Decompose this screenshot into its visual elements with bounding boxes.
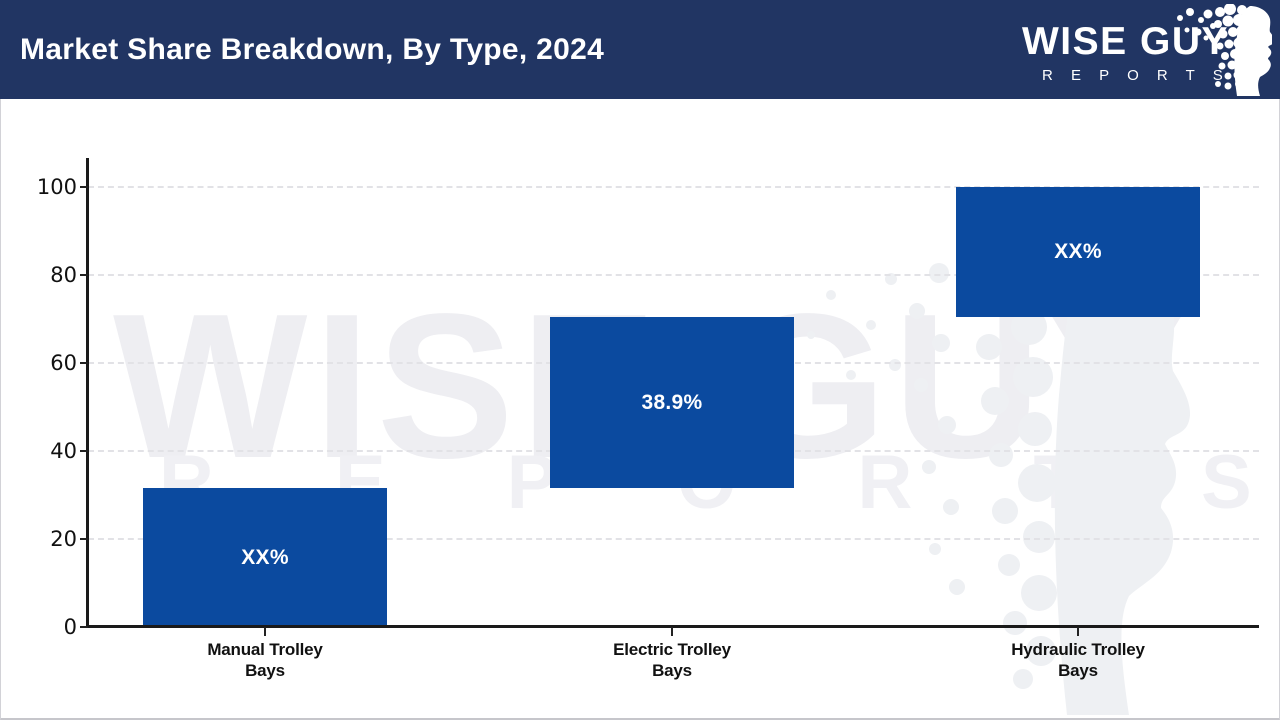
y-tick-mark (80, 186, 88, 188)
x-tick-mark (1077, 627, 1079, 636)
wise-guy-reports-logo: WISE GUY R E P O R T S (1022, 4, 1272, 96)
x-category-label: Electric Trolley Bays (613, 640, 731, 680)
y-tick-label: 40 (50, 439, 77, 463)
logo-subtext: R E P O R T S (1042, 67, 1230, 84)
face-profile-shape (1234, 6, 1272, 96)
chart-canvas: WISE GUY R E P O R T S (0, 99, 1280, 720)
x-category-label: Hydraulic Trolley Bays (1011, 640, 1145, 680)
x-tick-mark (264, 627, 266, 636)
bar-value-label: 38.9% (641, 390, 703, 414)
gridline-y-20 (88, 538, 1259, 540)
y-tick-label: 80 (50, 263, 77, 287)
bar-value-label: XX% (241, 545, 289, 569)
x-category-label: Manual Trolley Bays (207, 640, 323, 680)
bar-3: XX% (956, 187, 1200, 318)
header-bar: Market Share Breakdown, By Type, 2024 WI… (0, 0, 1280, 99)
y-tick-mark (80, 274, 88, 276)
y-tick-label: 20 (50, 527, 77, 551)
y-tick-mark (80, 626, 88, 628)
x-axis-line (86, 625, 1259, 628)
gridline-y-100 (88, 186, 1259, 188)
y-tick-mark (80, 538, 88, 540)
y-tick-label: 0 (63, 615, 77, 639)
y-tick-mark (80, 362, 88, 364)
chart-title: Market Share Breakdown, By Type, 2024 (20, 32, 605, 66)
bar-1: XX% (143, 488, 387, 627)
dotted-head-icon (1177, 4, 1272, 96)
y-tick-label: 60 (50, 351, 77, 375)
y-tick-label: 100 (36, 175, 77, 199)
y-tick-mark (80, 450, 88, 452)
bar-2: 38.9% (550, 317, 794, 489)
logo-brand-text: WISE GUY (1022, 20, 1229, 63)
gridline-y-80 (88, 274, 1259, 276)
bar-value-label: XX% (1054, 240, 1102, 264)
x-tick-mark (671, 627, 673, 636)
y-axis-line (86, 158, 89, 628)
